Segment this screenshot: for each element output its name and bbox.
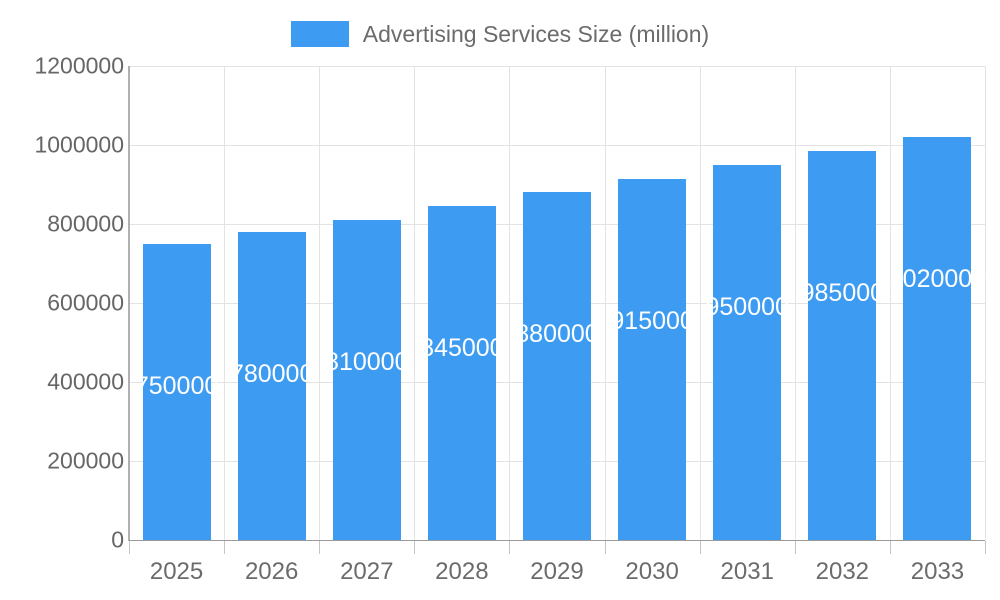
gridline-vertical xyxy=(319,66,320,540)
y-axis-tick-label: 1000000 xyxy=(34,131,124,158)
x-axis-line xyxy=(129,540,985,541)
x-axis-tick-mark xyxy=(795,541,796,554)
gridline-horizontal xyxy=(129,145,985,146)
y-axis-tick-label: 200000 xyxy=(47,447,124,474)
y-axis-tick-label: 800000 xyxy=(47,210,124,237)
x-axis-tick-label: 2033 xyxy=(910,558,965,585)
x-axis-tick-mark xyxy=(605,541,606,554)
x-axis-tick-mark xyxy=(700,541,701,554)
y-axis-tick-label: 400000 xyxy=(47,368,124,395)
legend-swatch-advertising-services-size[interactable] xyxy=(290,21,349,47)
bar[interactable] xyxy=(713,164,782,540)
gridline-vertical xyxy=(700,66,701,540)
x-axis-tick-label: 2028 xyxy=(435,558,489,585)
y-axis-tick-label: 1200000 xyxy=(34,52,124,79)
bar[interactable] xyxy=(332,220,401,540)
x-axis-tick-label: 2025 xyxy=(149,558,204,585)
gridline-vertical xyxy=(605,66,606,540)
x-axis-tick-label: 2031 xyxy=(720,558,774,585)
x-axis-tick-label: 2032 xyxy=(815,558,870,585)
gridline-vertical xyxy=(985,66,986,540)
x-axis-tick-mark xyxy=(129,541,130,554)
x-axis-tick-label: 2026 xyxy=(244,558,299,585)
bar[interactable] xyxy=(142,243,211,540)
gridline-horizontal xyxy=(129,66,985,67)
bar[interactable] xyxy=(427,206,496,540)
bar[interactable] xyxy=(618,178,687,540)
x-axis-tick-mark xyxy=(319,541,320,554)
chart-legend: Advertising Services Size (million) xyxy=(0,14,1000,54)
y-axis-line xyxy=(128,66,130,541)
bar[interactable] xyxy=(237,231,306,540)
bar[interactable] xyxy=(523,192,591,540)
y-axis-tick-label: 0 xyxy=(111,526,124,553)
bar[interactable] xyxy=(903,137,972,540)
x-axis-tick-label: 2030 xyxy=(625,558,679,585)
bar[interactable] xyxy=(808,150,877,540)
gridline-vertical xyxy=(890,66,891,540)
legend-label-advertising-services-size[interactable]: Advertising Services Size (million) xyxy=(362,20,710,47)
x-axis-tick-label: 2027 xyxy=(340,558,394,585)
x-axis-tick-mark xyxy=(985,541,986,554)
x-axis-tick-label: 2029 xyxy=(530,558,584,585)
x-axis-tick-mark xyxy=(509,541,510,554)
gridline-vertical xyxy=(224,66,225,540)
x-axis-tick-mark xyxy=(224,541,225,554)
gridline-vertical xyxy=(414,66,415,540)
gridline-vertical xyxy=(795,66,796,540)
y-axis-tick-labels: 0 200000 400000 600000 800000 1000000 1200000 xyxy=(0,0,124,600)
gridline-vertical xyxy=(509,66,510,540)
y-axis-tick-label: 600000 xyxy=(47,289,124,316)
x-axis-tick-mark xyxy=(890,541,891,554)
plot-area: 750000 780000 810000 845000 880000 915000 9500… xyxy=(129,66,986,541)
x-axis-tick-mark xyxy=(414,541,415,554)
